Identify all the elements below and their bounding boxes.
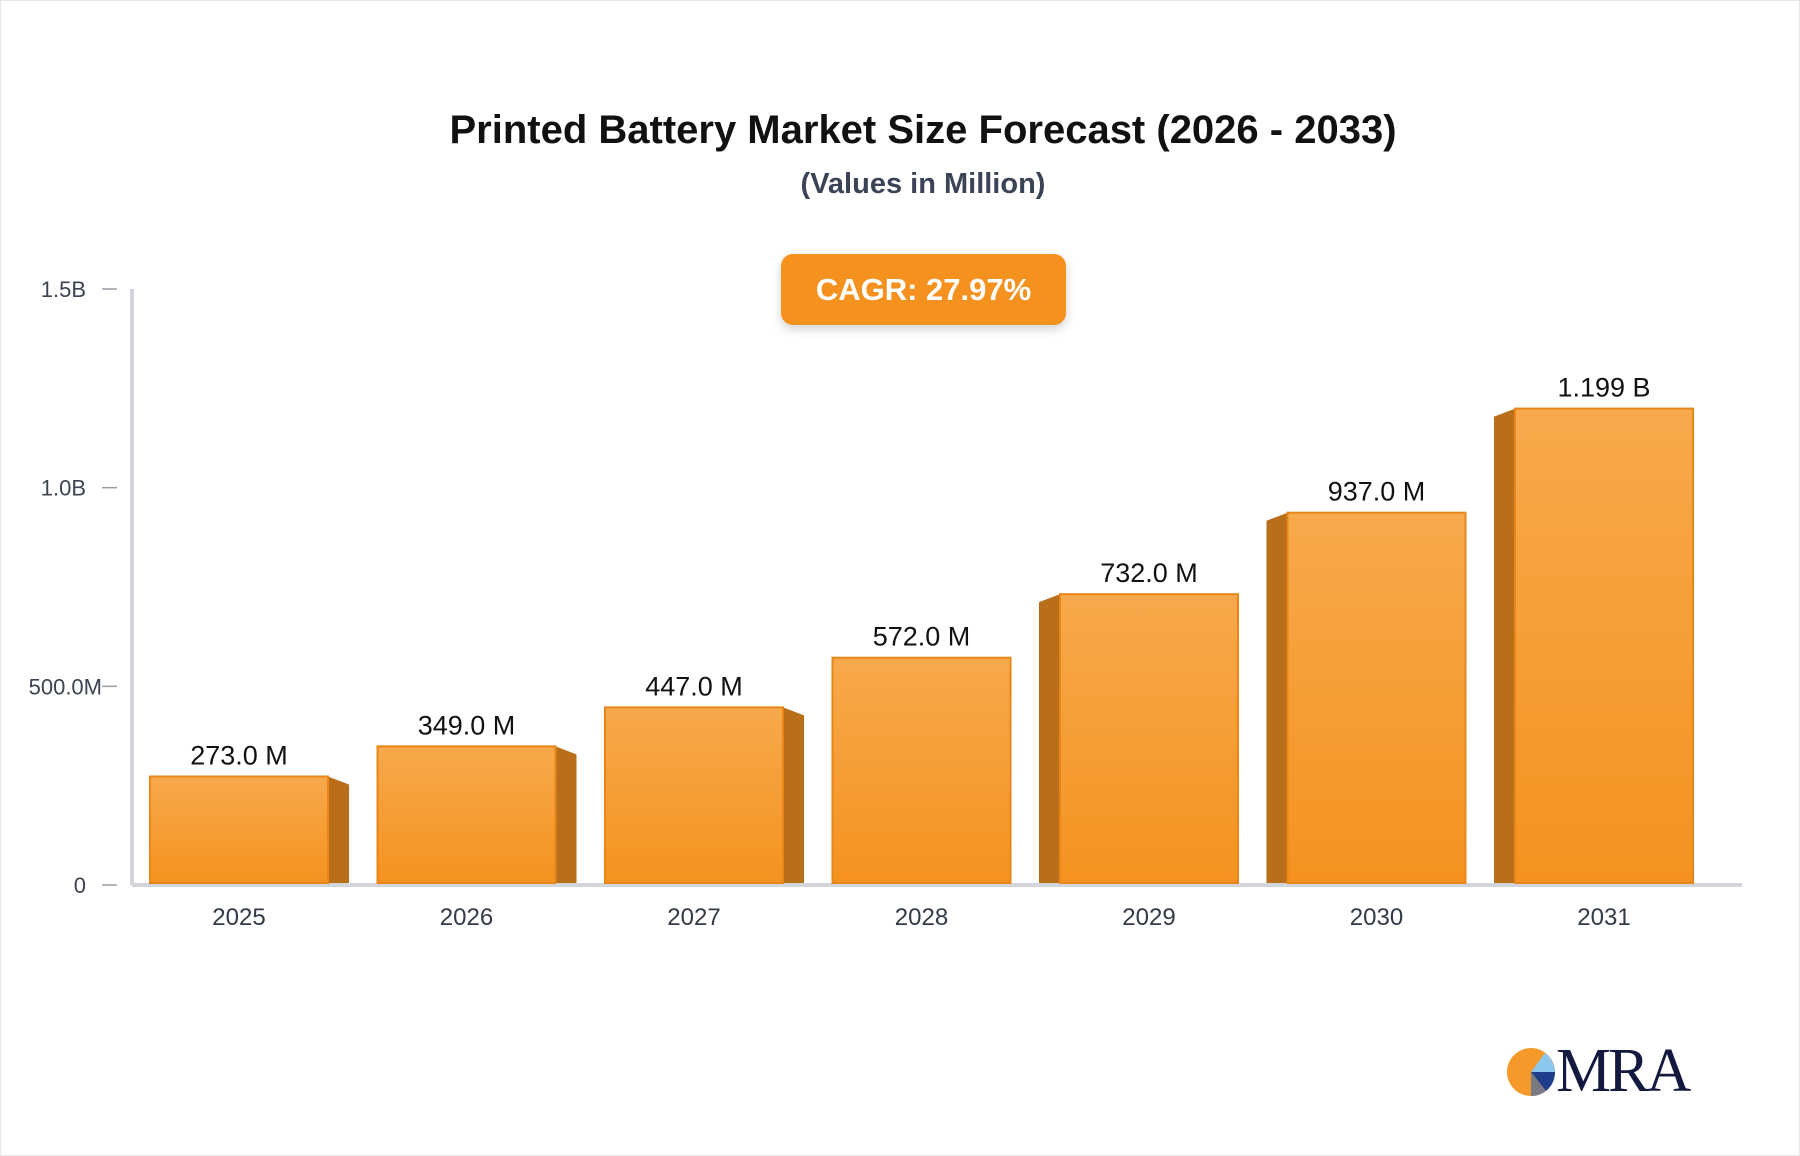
bar-side [1494,408,1515,883]
data-label: 572.0 M [873,622,971,652]
data-label: 273.0 M [190,741,288,771]
bar [1286,511,1467,884]
x-tick-label: 2026 [440,904,493,931]
bar-group: 447.0 M 2027 [604,671,804,931]
bar [376,745,557,885]
data-label: 937.0 M [1328,477,1426,507]
bar-group: 1.199 B 2031 [1494,373,1694,931]
bar [149,775,329,885]
x-tick-label: 2027 [667,904,720,931]
bar-group: 937.0 M 2030 [1266,477,1467,931]
y-tick-label: 0 [74,873,86,898]
chart-title: Printed Battery Market Size Forecast (20… [449,108,1397,152]
bar-side [783,707,804,883]
pie-logo-icon [1507,1048,1556,1097]
bar-group: 349.0 M 2026 [376,710,577,931]
bar [831,656,1012,885]
bar [604,706,784,885]
bar-group: 732.0 M 2029 [1039,558,1239,931]
y-tick-label: 1.0B [41,476,86,501]
data-label: 1.199 B [1557,373,1650,403]
y-tick-label: 500.0M [29,674,102,699]
bar-side [555,746,577,883]
y-tick-label: 1.5B [41,277,86,302]
x-tick-label: 2029 [1122,904,1175,931]
x-tick-label: 2030 [1350,904,1403,931]
chart-subtitle: (Values in Million) [800,168,1046,200]
bar-side [1039,594,1060,883]
x-tick-label: 2025 [212,904,265,931]
bar [1514,407,1694,884]
bar-side [1266,512,1288,883]
bar-group: 572.0 M 2028 [831,622,1012,931]
bar [1059,593,1239,884]
mra-logo: MRA [1506,1037,1696,1105]
data-label: 349.0 M [418,710,516,740]
bar-side [328,776,349,883]
logo-text: MRA [1556,1037,1691,1105]
bar-group: 273.0 M 2025 [149,741,349,931]
data-label: 732.0 M [1100,558,1198,588]
data-label: 447.0 M [645,671,743,701]
cagr-badge: CAGR: 27.97% [781,254,1066,325]
x-tick-label: 2028 [895,904,948,931]
x-tick-label: 2031 [1577,904,1630,931]
